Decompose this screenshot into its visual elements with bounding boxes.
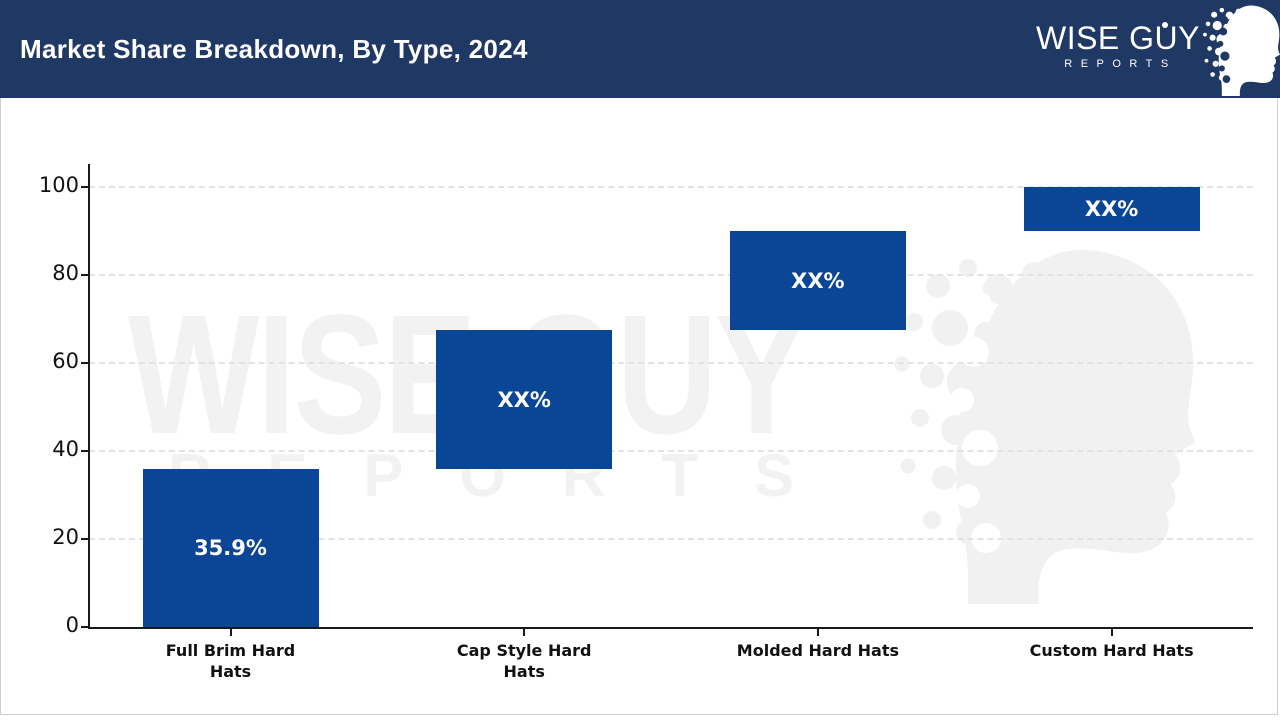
y-tick-label: 60 <box>52 349 79 373</box>
y-tick-label: 0 <box>65 613 79 637</box>
app-header: Market Share Breakdown, By Type, 2024 WI… <box>0 0 1280 98</box>
y-tick-label: 40 <box>52 437 79 461</box>
wiseguy-logo: WISE GUY REPORTS <box>1010 0 1280 98</box>
y-tick-mark <box>81 362 89 364</box>
logo-wordmark-main: WISE GUY <box>1035 20 1200 56</box>
x-tick-mark <box>229 628 232 636</box>
y-axis <box>88 164 90 629</box>
bar: XX% <box>729 231 906 330</box>
logo-wordmark-sub: REPORTS <box>1064 58 1177 71</box>
y-tick-mark <box>81 538 89 540</box>
x-tick-mark <box>1110 628 1113 636</box>
bar-value-label: 35.9% <box>194 536 267 560</box>
x-category-label: Custom Hard Hats <box>1029 641 1194 660</box>
bar-value-label: XX% <box>1084 197 1139 221</box>
gridline <box>89 362 1253 364</box>
x-axis <box>88 627 1253 629</box>
y-tick-mark <box>81 626 89 628</box>
gridline <box>89 186 1253 188</box>
frame-border-right <box>1277 98 1278 715</box>
frame-border-bottom <box>0 714 1278 715</box>
y-tick-label: 80 <box>52 261 79 285</box>
frame-border-left <box>0 98 1 715</box>
y-tick-mark <box>81 186 89 188</box>
x-tick-mark <box>523 628 526 636</box>
gridline <box>89 538 1253 540</box>
wiseguy-face-icon <box>1198 4 1280 96</box>
bar: XX% <box>1023 187 1200 231</box>
logo-dot-icon <box>1162 22 1168 28</box>
y-tick-mark <box>81 450 89 452</box>
gridline <box>89 274 1253 276</box>
y-tick-label: 20 <box>52 525 79 549</box>
bar-value-label: XX% <box>497 387 551 412</box>
x-category-label: Molded Hard Hats <box>736 641 899 660</box>
logo-wordmark: WISE GUY REPORTS <box>1035 20 1200 71</box>
y-tick-mark <box>81 274 89 276</box>
x-category-label: Full Brim Hard Hats <box>165 641 296 681</box>
watermark-face-icon <box>878 238 1208 610</box>
x-category-label: Cap Style Hard Hats <box>456 641 592 681</box>
bar: XX% <box>436 330 613 470</box>
page-title: Market Share Breakdown, By Type, 2024 <box>20 33 528 64</box>
gridline <box>89 450 1253 452</box>
y-tick-label: 100 <box>38 173 79 197</box>
bar-value-label: XX% <box>791 268 845 293</box>
bar: 35.9% <box>142 469 319 627</box>
x-tick-mark <box>816 628 819 636</box>
